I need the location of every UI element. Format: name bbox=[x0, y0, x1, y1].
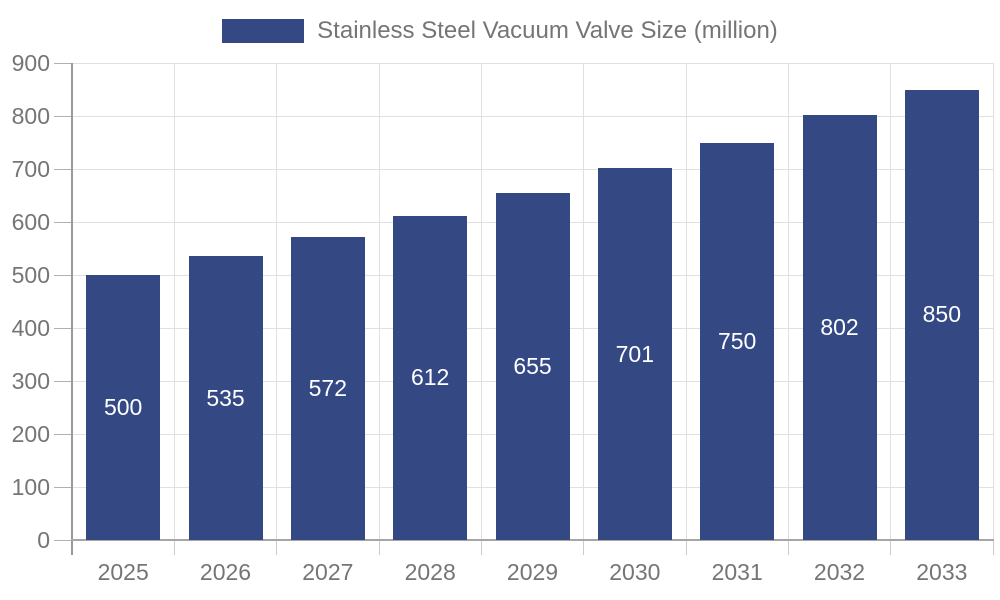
v-gridline bbox=[890, 63, 892, 540]
v-gridline bbox=[173, 63, 175, 540]
y-axis-tick-label: 200 bbox=[11, 420, 50, 447]
bar-value-label: 701 bbox=[615, 340, 655, 367]
y-axis-tick bbox=[54, 433, 72, 435]
x-axis-tick-label: 2031 bbox=[711, 559, 763, 585]
x-axis-tick bbox=[890, 540, 892, 555]
bar[interactable] bbox=[86, 275, 161, 540]
y-axis-tick bbox=[54, 115, 72, 117]
y-axis-tick-label: 600 bbox=[11, 208, 50, 235]
x-axis-tick-label: 2029 bbox=[506, 559, 559, 585]
v-gridline bbox=[480, 63, 482, 540]
bar[interactable] bbox=[188, 256, 263, 540]
x-axis-tick-label: 2027 bbox=[302, 559, 354, 585]
v-gridline bbox=[992, 63, 994, 540]
x-axis-tick-label: 2025 bbox=[97, 559, 149, 585]
y-axis-tick-label: 300 bbox=[11, 367, 50, 394]
x-axis-line bbox=[71, 539, 994, 541]
y-axis-line bbox=[71, 63, 73, 555]
y-axis-tick-label: 800 bbox=[11, 102, 50, 129]
bar[interactable] bbox=[802, 114, 877, 540]
x-axis-tick bbox=[276, 540, 278, 555]
y-axis-tick bbox=[54, 539, 72, 541]
x-axis-tick-label: 2032 bbox=[813, 559, 866, 585]
v-gridline bbox=[685, 63, 687, 540]
v-gridline bbox=[583, 63, 585, 540]
y-axis-tick bbox=[54, 380, 72, 382]
x-axis-tick bbox=[787, 540, 789, 555]
bar-value-label: 572 bbox=[308, 374, 348, 401]
legend-swatch-icon bbox=[222, 19, 305, 43]
x-axis-tick bbox=[992, 540, 994, 555]
h-gridline bbox=[72, 168, 993, 170]
y-axis-tick bbox=[54, 486, 72, 488]
x-axis-tick bbox=[378, 540, 380, 555]
y-axis-tick-label: 500 bbox=[11, 261, 50, 288]
y-axis-tick bbox=[54, 168, 72, 170]
y-axis-tick bbox=[54, 327, 72, 329]
x-axis-tick bbox=[173, 540, 175, 555]
bar[interactable] bbox=[700, 142, 775, 540]
x-axis-tick-label: 2026 bbox=[199, 559, 252, 585]
legend-item[interactable]: Stainless Steel Vacuum Valve Size (milli… bbox=[0, 17, 1000, 45]
y-axis-tick bbox=[54, 221, 72, 223]
v-gridline bbox=[378, 63, 380, 540]
y-axis-tick-label: 400 bbox=[11, 314, 50, 341]
y-axis-tick-label: 0 bbox=[37, 526, 50, 553]
bar[interactable] bbox=[904, 89, 979, 540]
bar-value-label: 850 bbox=[922, 301, 962, 328]
x-axis-tick bbox=[685, 540, 687, 555]
x-axis-tick-label: 2028 bbox=[404, 559, 456, 585]
x-axis-tick bbox=[480, 540, 482, 555]
x-axis-tick-label: 2033 bbox=[916, 559, 968, 585]
bar-value-label: 500 bbox=[103, 394, 143, 420]
bar[interactable] bbox=[393, 215, 468, 540]
bar-value-label: 655 bbox=[513, 352, 552, 379]
v-gridline bbox=[787, 63, 789, 540]
bar[interactable] bbox=[495, 192, 570, 540]
v-gridline bbox=[276, 63, 278, 540]
bar-value-label: 750 bbox=[717, 327, 757, 354]
bar[interactable] bbox=[290, 236, 365, 540]
legend-label: Stainless Steel Vacuum Valve Size (milli… bbox=[317, 17, 778, 44]
bar-value-label: 802 bbox=[820, 313, 859, 340]
bar-value-label: 612 bbox=[410, 364, 450, 391]
y-axis-tick-label: 100 bbox=[11, 473, 50, 500]
h-gridline bbox=[72, 62, 993, 64]
x-axis-tick-label: 2030 bbox=[609, 559, 661, 585]
y-axis-tick bbox=[54, 274, 72, 276]
h-gridline bbox=[72, 115, 993, 117]
y-axis-tick bbox=[54, 62, 72, 64]
y-axis-tick-label: 900 bbox=[11, 49, 50, 76]
y-axis-tick-label: 700 bbox=[11, 155, 50, 182]
bar-value-label: 535 bbox=[206, 384, 245, 411]
x-axis-tick bbox=[583, 540, 585, 555]
bar[interactable] bbox=[597, 168, 672, 540]
